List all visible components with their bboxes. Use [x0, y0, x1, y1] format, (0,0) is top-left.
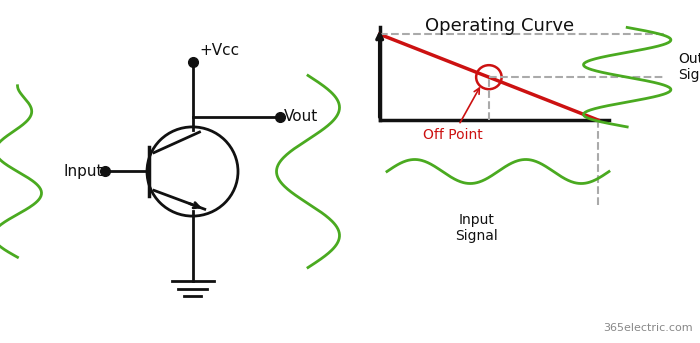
Text: Input: Input: [64, 164, 104, 179]
Text: +Vcc: +Vcc: [199, 43, 239, 58]
Text: Output
Signal: Output Signal: [678, 52, 700, 82]
Text: Input
Signal: Input Signal: [455, 213, 498, 243]
Text: Operating Curve: Operating Curve: [425, 17, 575, 35]
Text: Off Point: Off Point: [424, 88, 483, 142]
Text: Vout: Vout: [284, 109, 318, 124]
Text: 365electric.com: 365electric.com: [603, 323, 693, 333]
